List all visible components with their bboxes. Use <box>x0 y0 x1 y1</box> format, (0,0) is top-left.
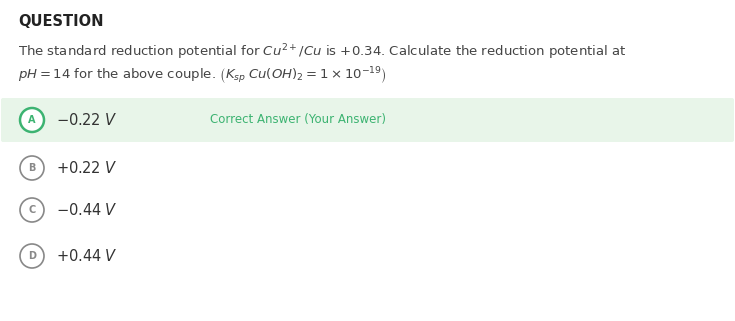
Circle shape <box>20 156 44 180</box>
Circle shape <box>20 198 44 222</box>
Text: $+0.22\;V$: $+0.22\;V$ <box>56 160 117 176</box>
Text: $+0.44\;V$: $+0.44\;V$ <box>56 248 118 264</box>
Circle shape <box>20 244 44 268</box>
Text: C: C <box>29 205 35 215</box>
Text: $-0.44\;V$: $-0.44\;V$ <box>56 202 118 218</box>
Text: A: A <box>28 115 36 125</box>
FancyBboxPatch shape <box>1 98 734 142</box>
Text: B: B <box>29 163 36 173</box>
Text: D: D <box>28 251 36 261</box>
Circle shape <box>20 108 44 132</box>
Text: $-0.22\;V$: $-0.22\;V$ <box>56 112 117 128</box>
Text: $pH = 14$ for the above couple. $\left(K_{sp}\; Cu(OH)_2 = 1 \times 10^{-19}\rig: $pH = 14$ for the above couple. $\left(K… <box>18 65 387 86</box>
Text: The standard reduction potential for $Cu^{2+}/Cu$ is $+0.34$. Calculate the redu: The standard reduction potential for $Cu… <box>18 42 626 62</box>
Text: Correct Answer (Your Answer): Correct Answer (Your Answer) <box>210 114 386 126</box>
Text: QUESTION: QUESTION <box>18 14 104 29</box>
